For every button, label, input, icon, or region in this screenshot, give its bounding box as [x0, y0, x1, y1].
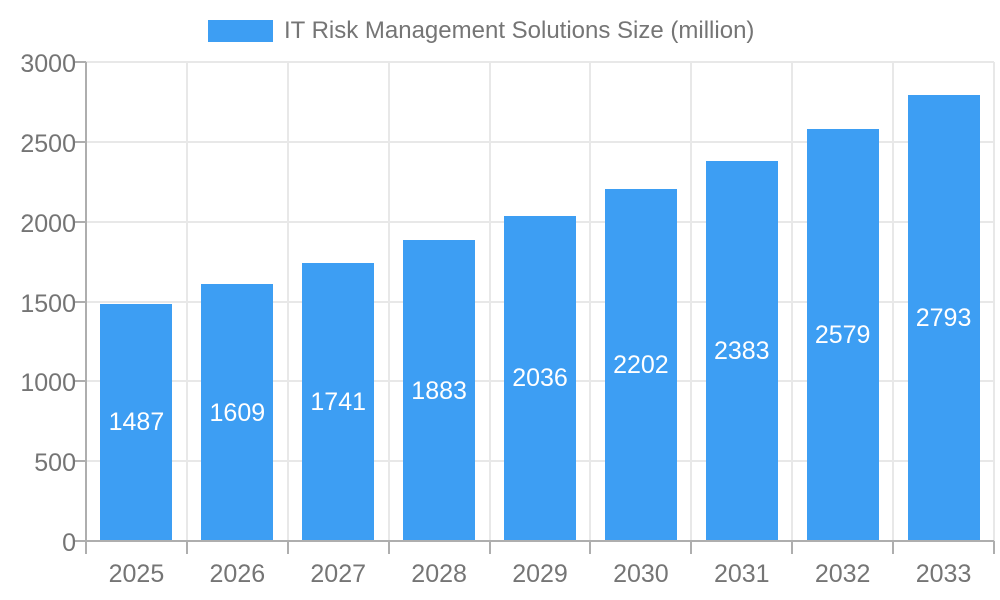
y-axis-tick: [74, 140, 86, 143]
y-axis-tick: [74, 380, 86, 383]
x-gridline: [993, 62, 995, 541]
bar-value-label: 2202: [613, 351, 669, 380]
bar[interactable]: [302, 263, 375, 541]
bar-value-label: 2383: [713, 336, 770, 365]
x-gridline: [387, 62, 390, 541]
x-axis-label: 2032: [814, 560, 871, 588]
y-tick-label: 500: [34, 449, 76, 478]
x-axis-label: 2033: [915, 560, 972, 588]
x-axis-tick: [589, 541, 592, 554]
bar[interactable]: [907, 95, 980, 541]
bar-value-label: 1609: [209, 398, 266, 427]
legend-series-label: IT Risk Management Solutions Size (milli…: [284, 17, 755, 44]
x-axis-tick: [791, 541, 794, 554]
bar[interactable]: [100, 303, 173, 541]
x-gridline: [791, 62, 794, 541]
y-tick-label: 0: [62, 529, 76, 557]
x-axis-tick: [690, 541, 693, 554]
bar-value-label: 2793: [915, 304, 972, 333]
bar-value-label: 1487: [108, 408, 165, 437]
x-axis-label: 2026: [209, 560, 266, 588]
y-axis-tick: [74, 220, 86, 223]
x-axis-line: [74, 540, 994, 542]
y-axis-line: [85, 62, 87, 541]
y-axis-tick: [74, 61, 86, 63]
y-gridline: [86, 61, 994, 63]
bar-value-label: 2579: [814, 321, 871, 350]
bar-value-label: 1883: [411, 376, 467, 405]
x-gridline: [589, 62, 592, 541]
x-gridline: [286, 62, 289, 541]
x-axis-label: 2031: [713, 560, 770, 588]
y-tick-label: 3000: [20, 50, 76, 78]
x-axis-tick: [892, 541, 895, 554]
x-gridline: [488, 62, 491, 541]
x-gridline: [185, 62, 188, 541]
x-gridline: [690, 62, 693, 541]
x-axis-tick: [85, 541, 87, 554]
bar-value-label: 2036: [512, 364, 568, 393]
x-axis-tick: [286, 541, 289, 554]
legend[interactable]: IT Risk Management Solutions Size (milli…: [208, 18, 754, 44]
x-gridline: [892, 62, 895, 541]
y-axis-tick: [74, 300, 86, 303]
x-axis-tick: [387, 541, 390, 554]
y-axis-tick: [74, 460, 86, 463]
y-gridline: [86, 140, 994, 143]
x-axis-label: 2030: [613, 560, 669, 588]
legend-swatch: [208, 20, 273, 42]
x-axis-label: 2028: [411, 560, 467, 588]
x-axis-tick: [185, 541, 188, 554]
bar[interactable]: [705, 160, 778, 541]
x-axis-label: 2025: [108, 560, 165, 588]
x-axis-tick: [488, 541, 491, 554]
y-tick-label: 1000: [20, 369, 76, 398]
x-axis-label: 2029: [512, 560, 568, 588]
bar[interactable]: [403, 240, 476, 541]
y-tick-label: 1500: [20, 289, 76, 318]
bar[interactable]: [806, 129, 879, 541]
bar[interactable]: [504, 215, 576, 541]
y-tick-label: 2500: [20, 129, 76, 158]
bar-value-label: 1741: [310, 388, 367, 416]
bar[interactable]: [201, 284, 274, 541]
x-axis-label: 2027: [310, 560, 367, 588]
x-axis-tick: [993, 541, 995, 554]
y-tick-label: 2000: [20, 209, 76, 238]
bar[interactable]: [604, 189, 677, 541]
